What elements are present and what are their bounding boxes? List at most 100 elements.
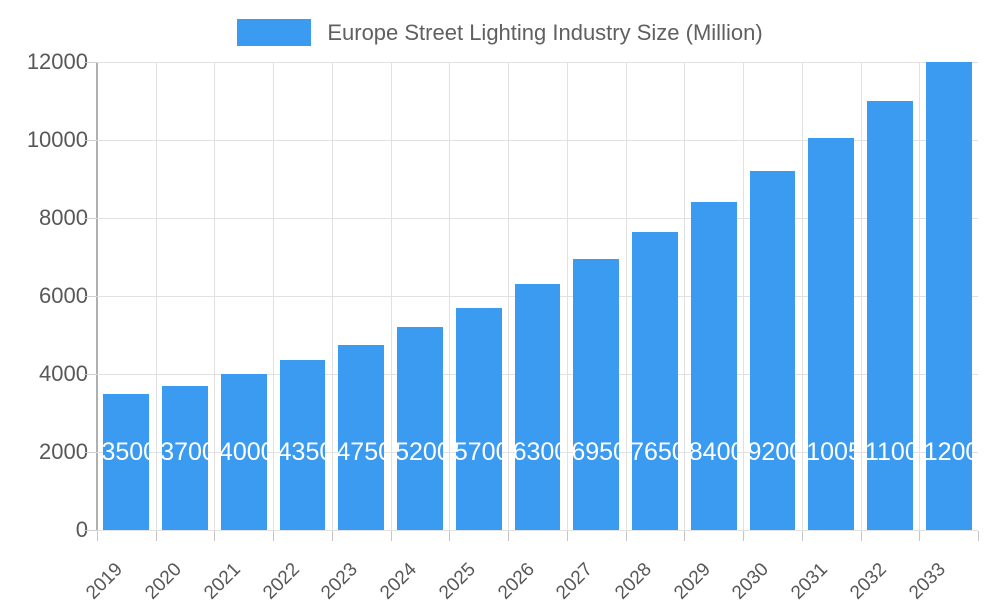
bar-2032[interactable]: 11000: [866, 101, 913, 530]
x-axis-tick-mark: [567, 531, 568, 541]
bar-value-label: 8400: [690, 437, 737, 466]
x-axis-tick-label: 2024: [376, 558, 421, 604]
y-axis-tick-label: 0: [75, 517, 88, 542]
gridline-vertical: [861, 62, 862, 530]
y-axis-tick-label: 10000: [26, 127, 88, 152]
x-axis-tick-mark: [684, 531, 685, 541]
x-axis-tick-label: 2023: [317, 558, 362, 604]
bar-rect: [455, 307, 502, 530]
bar-value-label: 12000: [925, 438, 972, 466]
bar-rect: [162, 385, 208, 530]
x-axis-tick-label: 2020: [141, 558, 186, 604]
bar-value-label: 3500: [103, 438, 149, 466]
gridline-vertical: [626, 62, 627, 530]
x-axis-tick-label: 2027: [552, 558, 597, 604]
bar-value-label: 6950: [573, 437, 619, 466]
x-axis-tick-mark: [802, 531, 803, 541]
bar-2020[interactable]: 3700: [162, 385, 208, 530]
bar-rect: [866, 101, 913, 530]
x-axis-tick-label: 2021: [200, 558, 245, 604]
bar-value-label: 11000: [866, 438, 913, 466]
bar-value-label: 9200: [749, 437, 796, 466]
bar-value-label: 3700: [162, 437, 208, 466]
plot-area: 3500 3700 4000 4350 4750 5200 5700 6300 6950 7650…: [97, 62, 978, 531]
gridline-horizontal: [97, 530, 978, 531]
bar-rect: [690, 202, 737, 530]
bar-value-label: 10050: [808, 437, 854, 466]
gridline-vertical: [684, 62, 685, 530]
y-axis-tick-mark: [84, 296, 97, 297]
y-axis-tick-mark: [84, 374, 97, 375]
gridline-vertical: [508, 62, 509, 530]
bar-rect: [632, 231, 678, 530]
bar-rect: [925, 62, 972, 530]
bar-2019[interactable]: 3500: [103, 393, 150, 530]
gridline-vertical: [156, 62, 157, 530]
bar-2023[interactable]: 4750: [338, 344, 385, 530]
bar-2029[interactable]: 8400: [690, 202, 737, 530]
legend-label-series-1: Europe Street Lighting Industry Size (Mi…: [327, 19, 763, 45]
bar-2031[interactable]: 10050: [808, 138, 855, 530]
x-axis-tick-label: 2033: [905, 558, 950, 604]
gridline-vertical: [802, 62, 803, 530]
bar-2030[interactable]: 9200: [749, 171, 796, 530]
y-axis-tick-label: 6000: [39, 283, 88, 308]
bar-rect: [338, 344, 385, 530]
gridline-vertical: [449, 62, 450, 530]
x-axis-tick-mark: [391, 531, 392, 541]
gridline-horizontal: [97, 218, 978, 219]
x-axis-tick-label: 2031: [787, 558, 832, 604]
gridline-vertical: [273, 62, 274, 530]
x-axis-tick-mark: [978, 531, 979, 541]
gridline-vertical: [391, 62, 392, 530]
gridline-horizontal: [97, 140, 978, 141]
x-axis-tick-mark: [508, 531, 509, 541]
x-axis-tick-label: 2022: [259, 558, 304, 604]
x-axis-tick-mark: [861, 531, 862, 541]
bar-rect: [279, 360, 326, 530]
bar-value-label: 6300: [514, 437, 561, 466]
y-axis-tick-mark: [84, 218, 97, 219]
x-axis-tick-label: 2026: [494, 558, 539, 604]
x-axis-tick-label: 2032: [846, 558, 891, 604]
chart-legend: Europe Street Lighting Industry Size (Mi…: [0, 14, 1000, 50]
x-axis-tick-mark: [273, 531, 274, 541]
bar-2024[interactable]: 5200: [397, 327, 443, 530]
bar-2026[interactable]: 6300: [514, 284, 561, 530]
bar-rect: [514, 284, 561, 530]
bar-value-label: 4000: [220, 438, 267, 466]
legend-swatch-series-1: [237, 18, 312, 46]
bar-value-label: 5200: [397, 437, 443, 466]
x-axis-tick-label: 2019: [82, 558, 127, 604]
x-axis-tick-mark: [919, 531, 920, 541]
x-axis-tick-mark: [449, 531, 450, 541]
bar-2025[interactable]: 5700: [455, 307, 502, 530]
bar-rect: [573, 258, 620, 530]
gridline-vertical: [332, 62, 333, 530]
y-axis-tick-mark: [84, 140, 97, 141]
y-axis-tick-label: 8000: [39, 205, 88, 230]
x-axis-tick-mark: [156, 531, 157, 541]
y-axis-tick-label: 12000: [26, 49, 88, 74]
bar-2028[interactable]: 7650: [632, 231, 678, 530]
y-axis-tick-mark: [84, 530, 97, 531]
bar-value-label: 4350: [279, 437, 326, 466]
x-axis-tick-mark: [626, 531, 627, 541]
x-axis-tick-label: 2030: [728, 558, 773, 604]
y-axis-tick-label: 2000: [39, 439, 88, 464]
bar-rect: [220, 374, 267, 530]
gridline-vertical: [214, 62, 215, 530]
bar-value-label: 5700: [455, 437, 502, 466]
x-axis-tick-mark: [743, 531, 744, 541]
bar-2022[interactable]: 4350: [279, 360, 326, 530]
bar-2027[interactable]: 6950: [573, 258, 620, 530]
gridline-vertical: [919, 62, 920, 530]
y-axis-tick-mark: [84, 452, 97, 453]
x-axis-tick-label: 2025: [435, 558, 480, 604]
y-axis-tick-label: 4000: [39, 361, 88, 386]
bar-2033[interactable]: 12000: [925, 62, 972, 530]
bar-value-label: 7650: [632, 437, 678, 466]
bar-2021[interactable]: 4000: [220, 374, 267, 530]
bar-value-label: 4750: [338, 438, 384, 466]
